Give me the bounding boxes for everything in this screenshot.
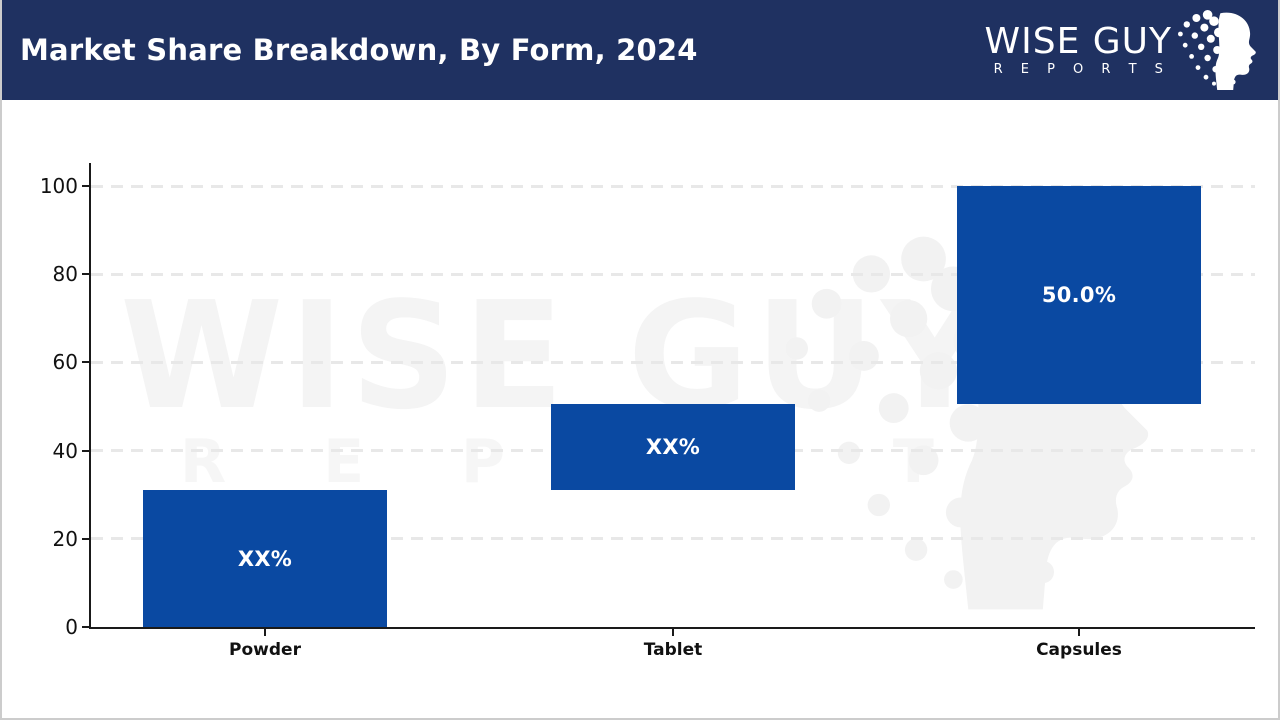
bar-powder: XX%	[143, 490, 387, 627]
y-tick-40	[82, 449, 89, 452]
header: Market Share Breakdown, By Form, 2024 WI…	[2, 0, 1278, 100]
logo-text: WISE GUY R E P O R T S	[984, 20, 1173, 78]
logo-face-icon	[1178, 10, 1256, 90]
y-tick-label-60: 60	[52, 350, 78, 375]
gridline-60	[91, 360, 1255, 364]
bar-value-label-capsules: 50.0%	[1041, 283, 1117, 308]
logo: WISE GUY R E P O R T S	[985, 10, 1263, 90]
logo-subtitle: R E P O R T S	[993, 62, 1170, 78]
page-title: Market Share Breakdown, By Form, 2024	[20, 33, 698, 67]
x-tick-tablet	[672, 629, 674, 636]
y-tick-label-40: 40	[52, 438, 78, 463]
x-tick-label-capsules: Capsules	[1036, 640, 1122, 660]
logo-wordmark: WISE GUY	[984, 20, 1172, 62]
y-tick-label-0: 0	[65, 615, 78, 639]
y-tick-100	[82, 185, 89, 187]
y-tick-label-20: 20	[52, 526, 78, 551]
y-axis-line	[89, 163, 91, 629]
y-tick-60	[82, 361, 89, 364]
x-axis-line	[89, 627, 1255, 629]
bar-capsules: 50.0%	[957, 186, 1201, 405]
y-tick-20	[82, 537, 89, 540]
y-tick-80	[82, 273, 89, 276]
x-tick-capsules	[1078, 629, 1080, 636]
y-tick-0	[82, 626, 89, 628]
bar-tablet: XX%	[551, 404, 795, 491]
y-tick-label-100: 100	[39, 174, 78, 198]
x-tick-label-tablet: Tablet	[643, 640, 703, 660]
gridline-20	[91, 537, 1255, 541]
y-tick-label-80: 80	[52, 262, 78, 287]
bar-value-label-powder: XX%	[237, 546, 293, 571]
gridline-100	[91, 184, 1255, 188]
x-tick-label-powder: Powder	[229, 640, 301, 660]
x-tick-powder	[264, 629, 266, 636]
gridline-80	[91, 272, 1255, 276]
bar-value-label-tablet: XX%	[645, 435, 701, 460]
